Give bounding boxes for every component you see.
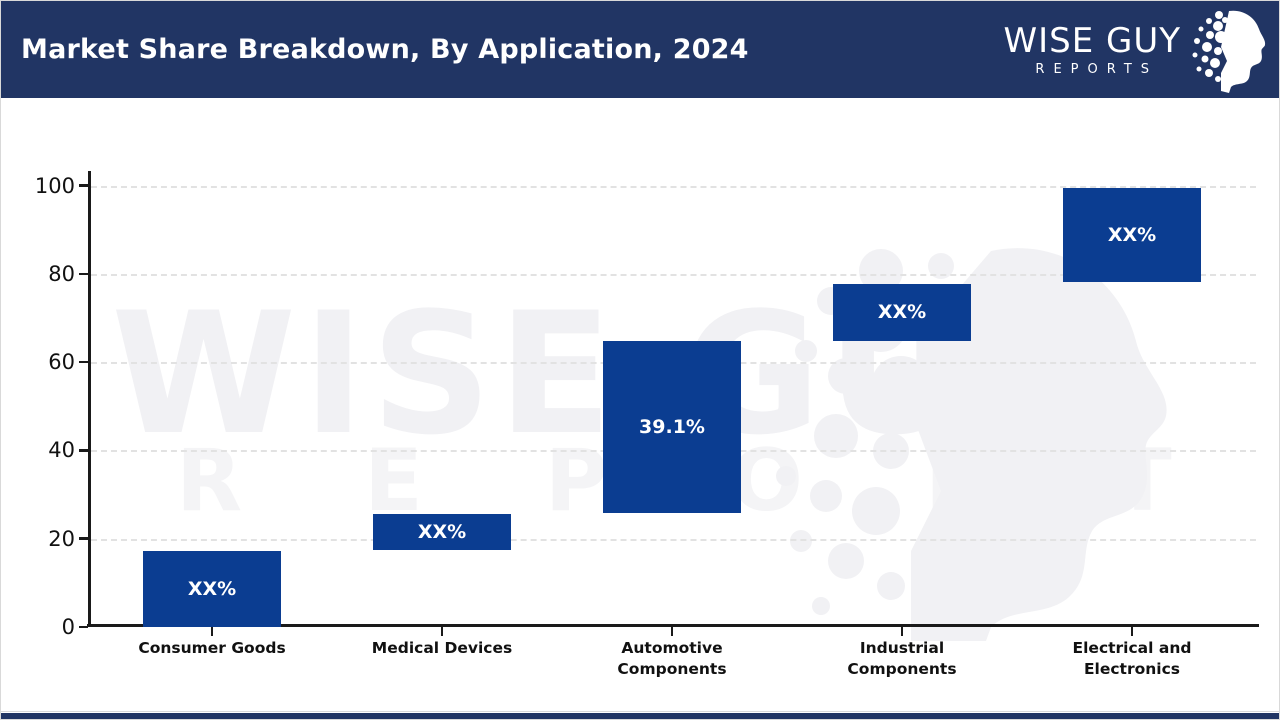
bar-medical-devices: XX% (373, 514, 511, 550)
bar-value-label: XX% (1107, 223, 1157, 246)
y-tick-mark (79, 449, 88, 452)
x-tick-label: Consumer Goods (138, 639, 286, 657)
y-tick-mark (79, 272, 88, 276)
chart-title: Market Share Breakdown, By Application, … (21, 34, 749, 65)
logo-face-icon (1192, 10, 1266, 93)
logo-text: WISE GUY REPORTS (1003, 24, 1181, 76)
x-tick-label: Electrical and Electronics (1072, 639, 1192, 678)
x-tick-mark (670, 627, 674, 636)
y-tick-mark (79, 184, 88, 187)
x-tick-mark (1130, 627, 1134, 636)
gridline (91, 273, 1256, 276)
y-tick-label: 0 (61, 615, 75, 639)
y-tick-label: 80 (48, 261, 75, 286)
gridline (91, 185, 1256, 188)
logo-subtitle: REPORTS (1035, 61, 1159, 77)
footer-accent-bar (1, 713, 1279, 719)
x-tick-mark (210, 627, 214, 636)
x-tick-label: Medical Devices (371, 639, 513, 657)
x-axis-line (87, 624, 1259, 627)
y-tick-label: 60 (48, 350, 75, 375)
x-tick-mark (900, 627, 904, 636)
bar-consumer-goods: XX% (143, 550, 281, 627)
bar-value-label: 39.1% (639, 416, 705, 439)
x-tick-mark (440, 627, 444, 636)
y-tick-mark (79, 625, 88, 629)
bar-value-label: XX% (187, 577, 237, 600)
bar-value-label: XX% (417, 521, 467, 544)
logo-wordmark: WISE GUY (1003, 20, 1181, 61)
y-tick-label: 40 (48, 438, 75, 463)
bar-industrial-components: XX% (833, 283, 971, 342)
y-tick-label: 20 (48, 526, 75, 551)
bar-electrical-and-electronics: XX% (1063, 187, 1201, 282)
x-tick-label: Automotive Components (617, 639, 727, 678)
bar-value-label: XX% (877, 301, 927, 324)
wise-guy-reports-logo: WISE GUY REPORTS (1003, 7, 1267, 93)
y-axis-line (88, 171, 91, 627)
x-tick-label: Industrial Components (847, 639, 957, 678)
footer-divider (1, 711, 1279, 712)
bar-automotive-components: 39.1% (603, 341, 741, 514)
y-tick-label: 100 (34, 173, 75, 198)
plot-area: 0 20 40 60 80 100 XX% Consumer Goods XX% Medical … (1, 98, 1279, 715)
y-tick-mark (79, 360, 88, 364)
gridline (91, 538, 1256, 541)
y-tick-mark (79, 537, 88, 540)
header-bar: Market Share Breakdown, By Application, … (1, 1, 1279, 98)
